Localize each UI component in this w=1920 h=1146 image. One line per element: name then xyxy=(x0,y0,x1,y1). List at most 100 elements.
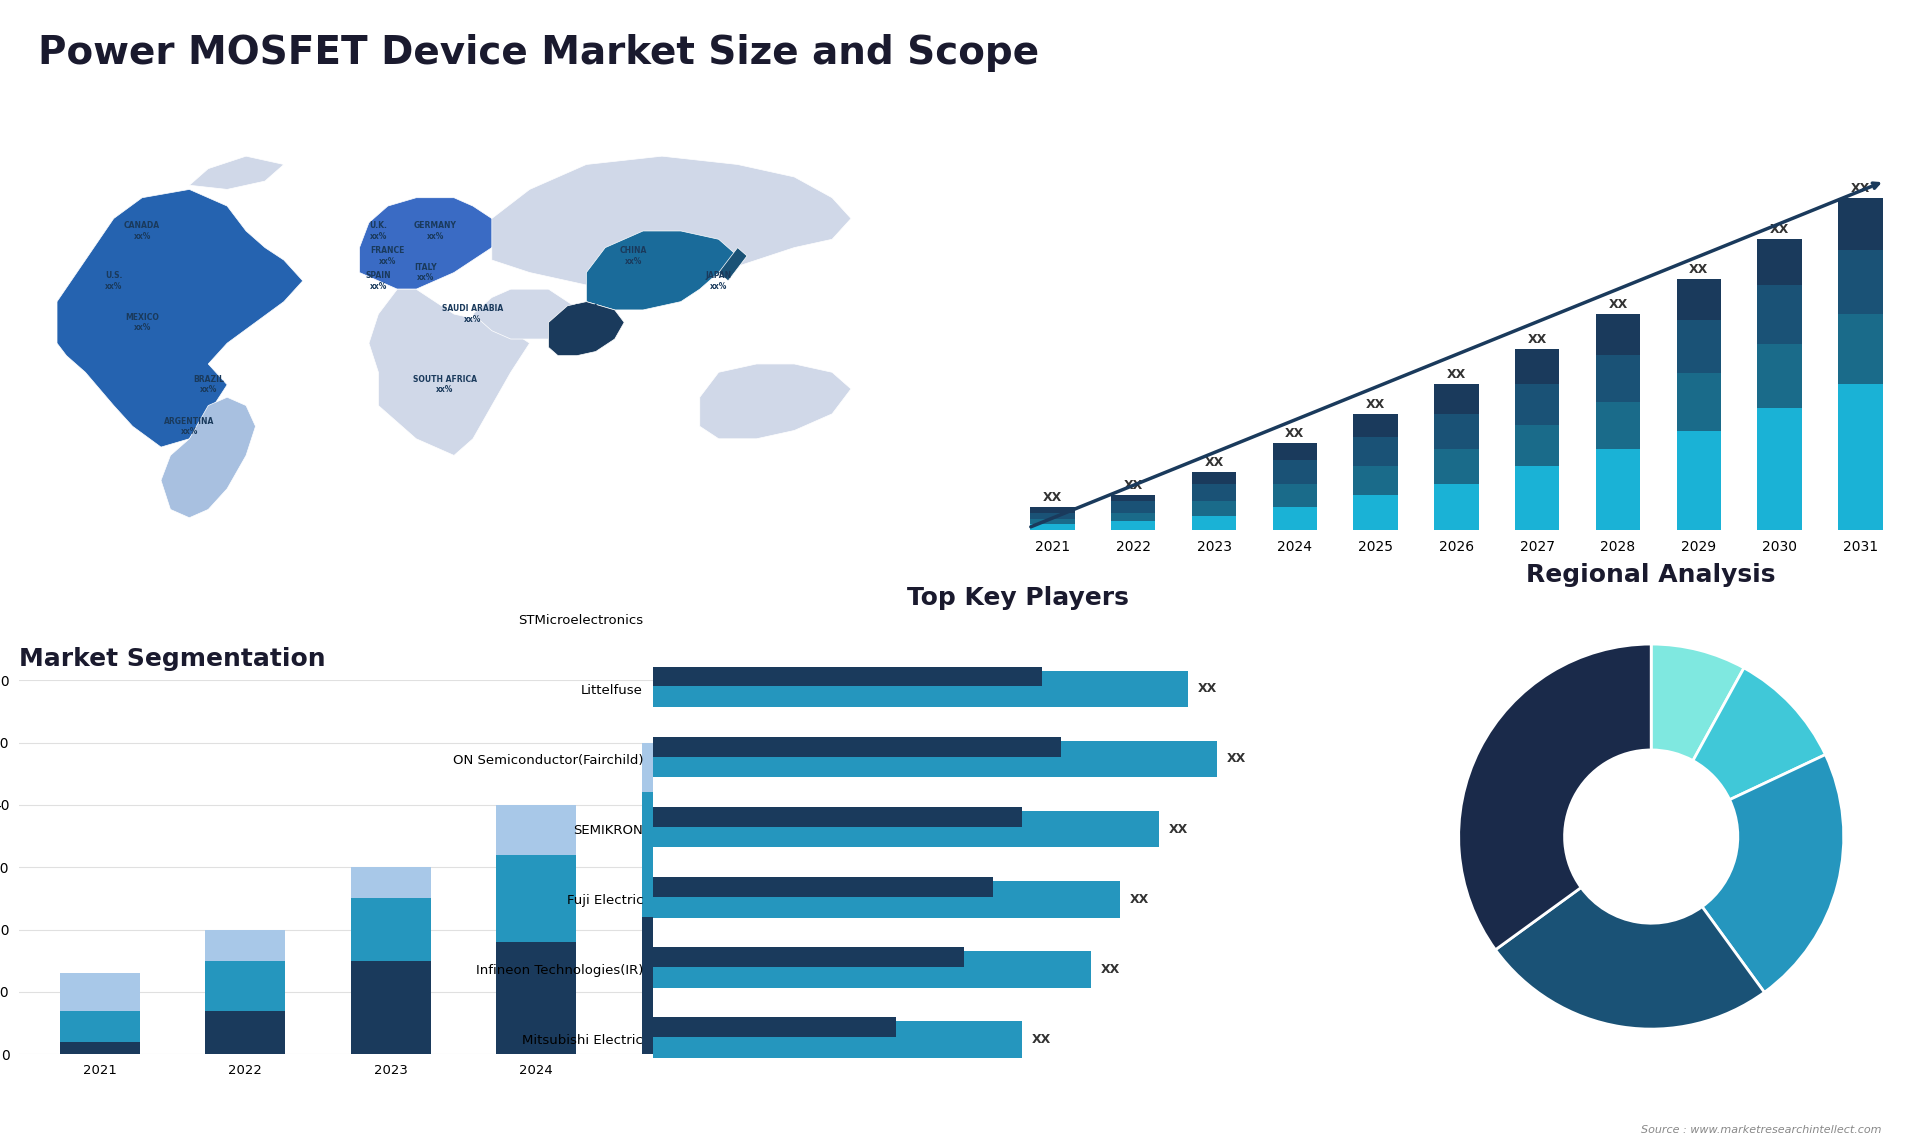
Bar xyxy=(653,740,1217,777)
Text: FRANCE
xx%: FRANCE xx% xyxy=(371,246,405,266)
Bar xyxy=(351,868,430,898)
Wedge shape xyxy=(1651,644,1743,761)
Bar xyxy=(653,737,1062,756)
Text: XX: XX xyxy=(1365,398,1384,410)
Bar xyxy=(205,1011,286,1054)
Bar xyxy=(1354,437,1398,466)
Bar xyxy=(641,917,722,1054)
Bar xyxy=(1837,250,1884,314)
Bar xyxy=(205,960,286,1011)
Title: Top Key Players: Top Key Players xyxy=(906,586,1129,610)
Bar xyxy=(653,807,1023,826)
Wedge shape xyxy=(1496,887,1764,1029)
Bar xyxy=(1192,501,1236,516)
Polygon shape xyxy=(549,301,624,355)
Text: CANADA
xx%: CANADA xx% xyxy=(125,221,159,241)
Text: ITALY
xx%: ITALY xx% xyxy=(415,262,438,282)
Bar xyxy=(1676,320,1720,372)
Bar xyxy=(1112,501,1156,512)
Bar xyxy=(1676,280,1720,320)
Text: XX: XX xyxy=(1100,963,1119,975)
Bar xyxy=(787,904,868,1054)
Bar xyxy=(1112,521,1156,531)
Bar xyxy=(1515,384,1559,425)
Text: XX: XX xyxy=(1169,823,1188,835)
Bar xyxy=(653,951,1091,988)
Text: INTELLECT: INTELLECT xyxy=(1734,89,1788,99)
Polygon shape xyxy=(369,289,530,455)
Bar xyxy=(1596,355,1640,402)
Bar xyxy=(1676,431,1720,531)
Text: ARGENTINA
xx%: ARGENTINA xx% xyxy=(163,417,215,435)
Bar xyxy=(1434,414,1478,448)
Bar xyxy=(1273,461,1317,484)
Legend: Type, Application, Geography: Type, Application, Geography xyxy=(933,688,1044,762)
Text: Source : www.marketresearchintellect.com: Source : www.marketresearchintellect.com xyxy=(1642,1124,1882,1135)
Bar xyxy=(1757,408,1801,531)
Bar xyxy=(1112,495,1156,501)
Bar xyxy=(653,667,1043,686)
Bar xyxy=(1273,507,1317,531)
Bar xyxy=(351,898,430,960)
Bar xyxy=(653,877,993,896)
Bar xyxy=(1837,384,1884,531)
Bar xyxy=(351,960,430,1054)
Bar xyxy=(495,942,576,1054)
Bar xyxy=(1515,350,1559,384)
Bar xyxy=(653,1021,1023,1058)
Bar xyxy=(1434,484,1478,531)
Text: XX: XX xyxy=(1227,753,1246,766)
Polygon shape xyxy=(492,156,851,289)
Bar xyxy=(1757,238,1801,285)
Bar xyxy=(1192,516,1236,531)
Text: XX: XX xyxy=(1284,426,1304,440)
Bar xyxy=(1515,466,1559,531)
Bar xyxy=(653,810,1158,847)
Bar xyxy=(1192,472,1236,484)
Bar xyxy=(1031,525,1075,531)
Text: XX: XX xyxy=(1770,222,1789,236)
Text: Power MOSFET Device Market Size and Scope: Power MOSFET Device Market Size and Scop… xyxy=(38,34,1039,72)
Bar xyxy=(653,670,1188,707)
Bar xyxy=(495,804,576,855)
Text: XX: XX xyxy=(1033,1033,1052,1046)
Polygon shape xyxy=(359,198,511,289)
Polygon shape xyxy=(190,156,284,189)
Bar xyxy=(1273,484,1317,507)
Text: SOUTH AFRICA
xx%: SOUTH AFRICA xx% xyxy=(413,375,476,394)
Text: XX: XX xyxy=(1198,682,1217,696)
Bar xyxy=(205,929,286,960)
Text: XX: XX xyxy=(1851,182,1870,195)
Text: XX: XX xyxy=(1528,333,1548,346)
Wedge shape xyxy=(1703,754,1843,992)
Text: MEXICO
xx%: MEXICO xx% xyxy=(125,313,159,332)
Text: U.S.
xx%: U.S. xx% xyxy=(106,272,123,291)
Text: U.K.
xx%: U.K. xx% xyxy=(369,221,388,241)
Wedge shape xyxy=(1693,668,1826,800)
Title: Regional Analysis: Regional Analysis xyxy=(1526,563,1776,587)
Text: XX: XX xyxy=(1043,490,1062,504)
Bar xyxy=(653,947,964,967)
Bar xyxy=(1837,198,1884,250)
Bar xyxy=(787,761,868,904)
Bar xyxy=(1031,507,1075,512)
Bar xyxy=(495,855,576,942)
Bar xyxy=(60,1011,140,1042)
Text: XX: XX xyxy=(1609,298,1628,312)
Text: GERMANY
xx%: GERMANY xx% xyxy=(413,221,457,241)
Bar xyxy=(1757,285,1801,344)
Circle shape xyxy=(1565,749,1738,924)
Bar xyxy=(1676,372,1720,431)
Polygon shape xyxy=(58,189,303,447)
Text: MARKET: MARKET xyxy=(1734,50,1776,60)
Bar xyxy=(641,793,722,917)
Bar xyxy=(787,705,868,761)
Bar xyxy=(641,743,722,793)
Polygon shape xyxy=(586,231,737,309)
Polygon shape xyxy=(718,248,747,281)
Bar xyxy=(1596,314,1640,355)
Bar xyxy=(1354,495,1398,531)
Text: RESEARCH: RESEARCH xyxy=(1734,70,1788,79)
Bar xyxy=(60,1042,140,1054)
Bar xyxy=(653,881,1119,918)
